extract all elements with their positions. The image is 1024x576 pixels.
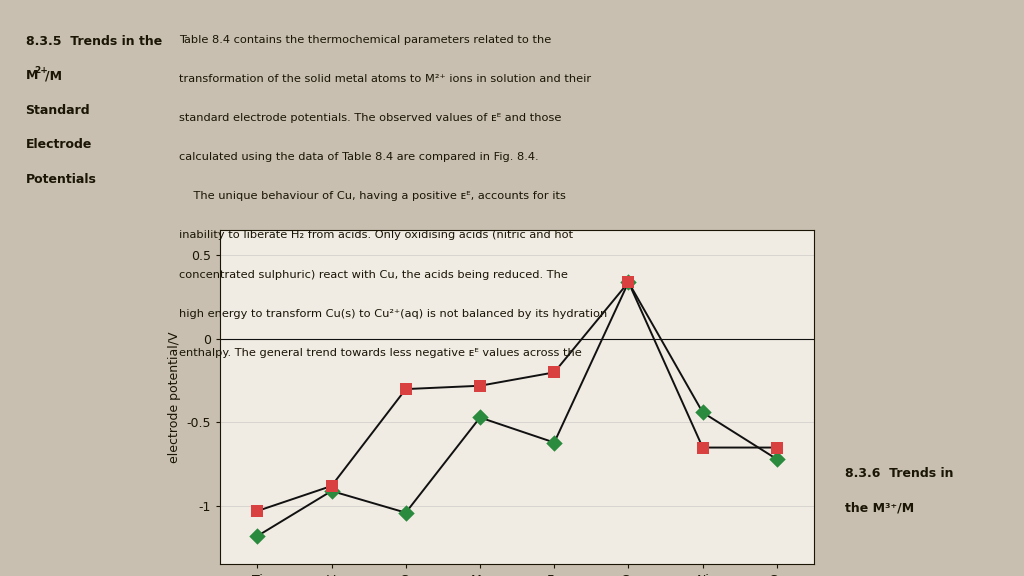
Text: standard electrode potentials. The observed values of ᴇᴱ and those: standard electrode potentials. The obser… — [179, 113, 561, 123]
Text: Potentials: Potentials — [26, 173, 96, 186]
Point — [694, 408, 711, 417]
Text: 8.3.6  Trends in: 8.3.6 Trends in — [845, 467, 953, 480]
Point — [324, 486, 340, 495]
Point — [546, 438, 562, 447]
Text: /M: /M — [45, 69, 62, 82]
Y-axis label: electrode potential/V: electrode potential/V — [168, 332, 181, 463]
Text: 8.3.5  Trends in the: 8.3.5 Trends in the — [26, 35, 162, 48]
Text: Table 8.4 contains the thermochemical parameters related to the: Table 8.4 contains the thermochemical pa… — [179, 35, 552, 44]
Point — [546, 368, 562, 377]
Text: Standard: Standard — [26, 104, 90, 117]
Text: 2+: 2+ — [34, 66, 48, 75]
Text: calculated using the data of Table 8.4 are compared in Fig. 8.4.: calculated using the data of Table 8.4 a… — [179, 152, 539, 162]
Point — [769, 443, 785, 452]
Text: transformation of the solid metal atoms to M²⁺ ions in solution and their: transformation of the solid metal atoms … — [179, 74, 591, 84]
Point — [621, 278, 637, 287]
Text: M: M — [26, 69, 38, 82]
Point — [694, 443, 711, 452]
Text: Electrode: Electrode — [26, 138, 92, 151]
Point — [324, 482, 340, 491]
Text: concentrated sulphuric) react with Cu, the acids being reduced. The: concentrated sulphuric) react with Cu, t… — [179, 270, 568, 279]
Point — [397, 385, 414, 394]
Text: the M³⁺/M: the M³⁺/M — [845, 501, 914, 514]
Point — [621, 278, 637, 287]
Point — [472, 413, 488, 422]
Point — [249, 532, 265, 541]
Point — [249, 506, 265, 516]
Text: high energy to transform Cu(s) to Cu²⁺(aq) is not balanced by its hydration: high energy to transform Cu(s) to Cu²⁺(a… — [179, 309, 607, 319]
Point — [397, 508, 414, 517]
Text: enthalpy. The general trend towards less negative ᴇᴱ values across the: enthalpy. The general trend towards less… — [179, 348, 582, 358]
Point — [472, 381, 488, 391]
Text: inability to liberate H₂ from acids. Only oxidising acids (nitric and hot: inability to liberate H₂ from acids. Onl… — [179, 230, 573, 240]
Point — [769, 454, 785, 464]
Text: The unique behaviour of Cu, having a positive ᴇᴱ, accounts for its: The unique behaviour of Cu, having a pos… — [179, 191, 566, 201]
